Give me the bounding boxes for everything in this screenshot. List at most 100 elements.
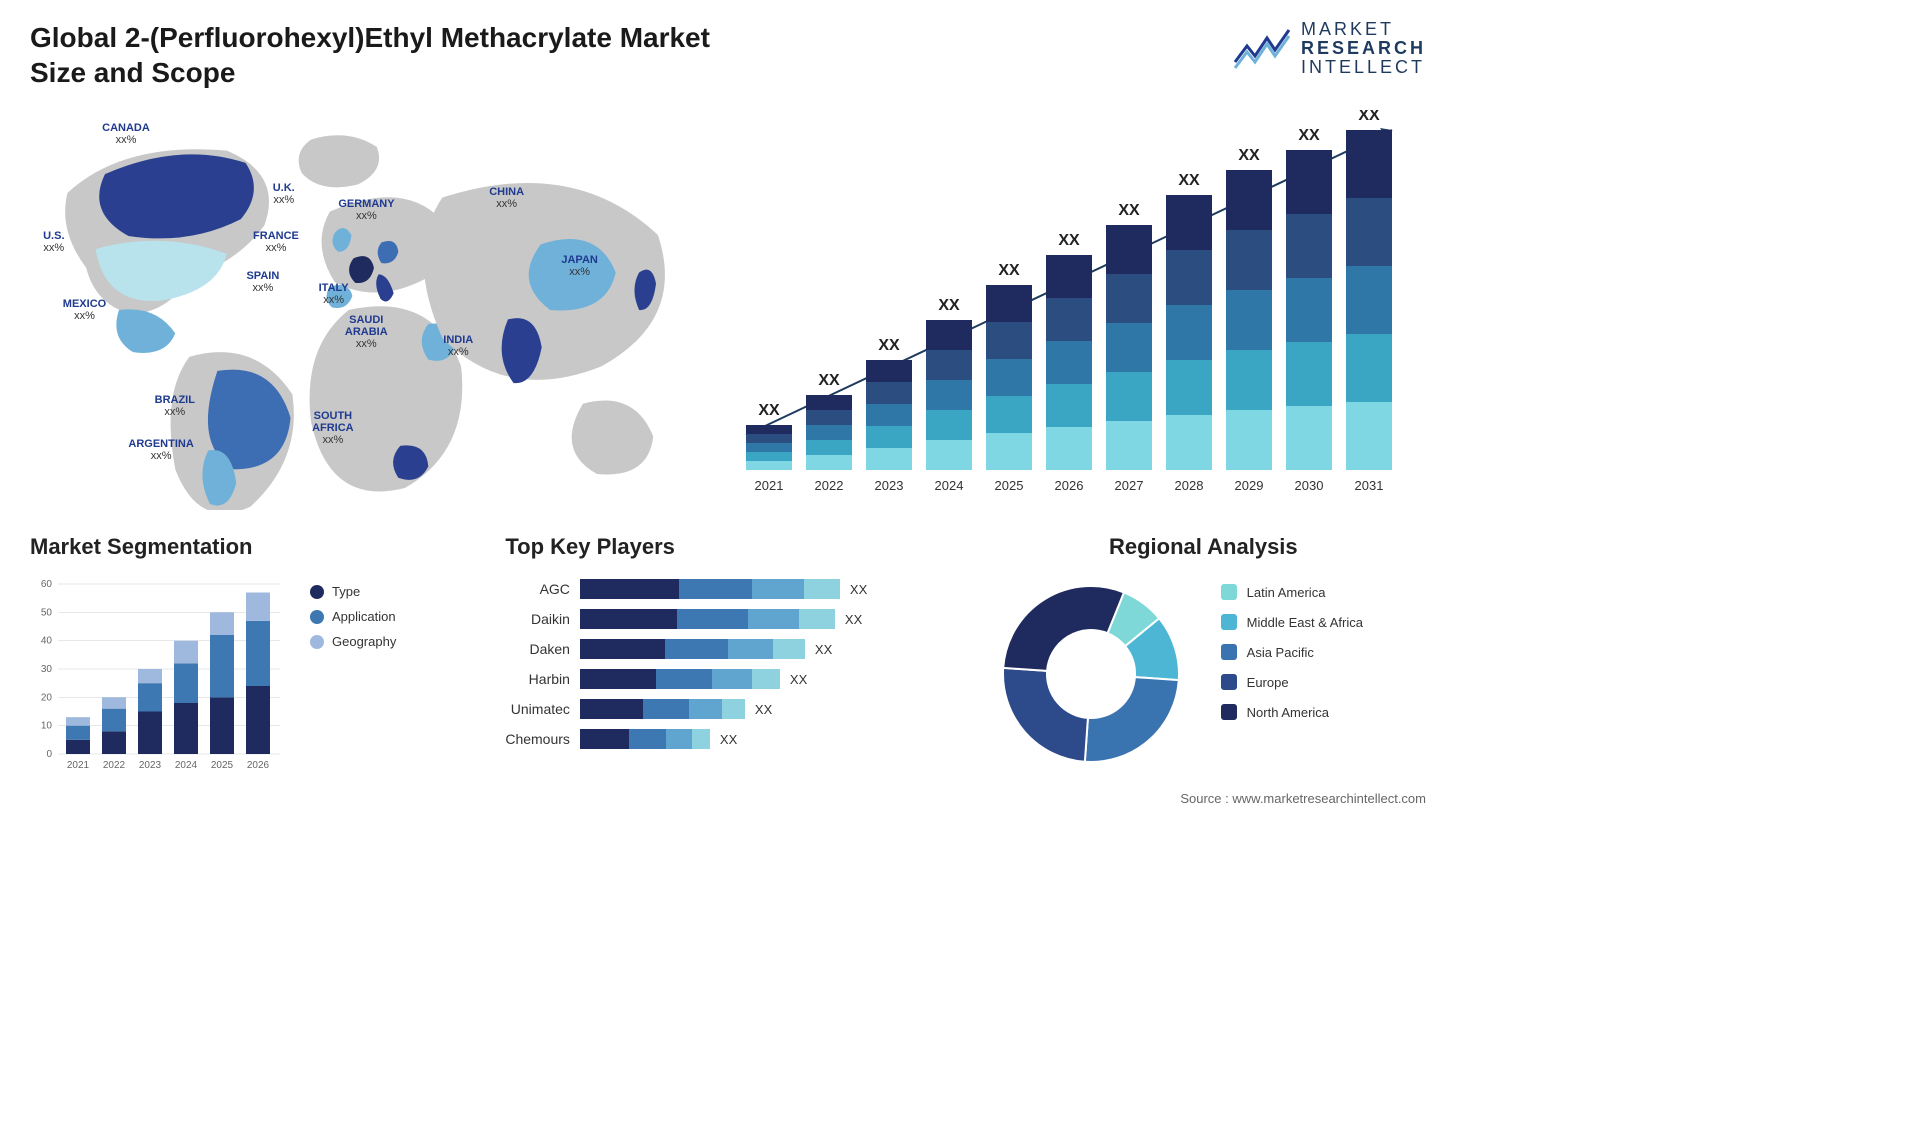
forecast-bar-chart: XX2021XX2022XX2023XX2024XX2025XX2026XX20… [726,110,1426,510]
player-value: XX [755,702,772,717]
svg-text:XX: XX [818,372,840,389]
top-players-panel: Top Key Players AGCDaikinDakenHarbinUnim… [505,534,950,774]
svg-text:2026: 2026 [1055,478,1084,493]
legend-item: Middle East & Africa [1221,614,1363,630]
segmentation-legend: Type Application Geography [310,574,396,774]
regional-legend: Latin America Middle East & Africa Asia Pa… [1221,574,1363,774]
player-value: XX [720,732,737,747]
player-bar-row: XX [580,724,951,754]
svg-text:2023: 2023 [139,760,162,771]
world-map: CANADAxx% U.S.xx% MEXICOxx% BRAZILxx% ARGENT… [30,110,686,510]
legend-item: Geography [310,634,396,649]
map-label: U.K.xx% [273,182,295,206]
svg-text:2022: 2022 [815,478,844,493]
legend-label: Type [332,584,360,599]
player-name: AGC [540,574,570,604]
svg-text:2025: 2025 [211,760,234,771]
logo-line3: INTELLECT [1301,58,1426,77]
regional-panel: Regional Analysis Latin America Middle Ea… [981,534,1426,774]
logo-icon [1233,26,1293,70]
legend-swatch [310,610,324,624]
svg-text:XX: XX [1178,172,1200,189]
legend-swatch [1221,674,1237,690]
player-bar-row: XX [580,694,951,724]
svg-text:2021: 2021 [755,478,784,493]
svg-text:XX: XX [878,337,900,354]
brand-logo: MARKET RESEARCH INTELLECT [1233,20,1426,77]
svg-text:2024: 2024 [935,478,964,493]
player-name: Daikin [531,604,570,634]
map-label: SPAINxx% [246,270,279,294]
legend-label: North America [1247,705,1329,720]
top-players-title: Top Key Players [505,534,950,560]
player-bar-row: XX [580,574,951,604]
svg-text:2031: 2031 [1355,478,1384,493]
regional-title: Regional Analysis [981,534,1426,560]
legend-label: Europe [1247,675,1289,690]
svg-text:2021: 2021 [67,760,90,771]
svg-text:XX: XX [1358,110,1380,124]
svg-text:0: 0 [46,749,52,760]
map-label: CANADAxx% [102,122,150,146]
svg-text:50: 50 [41,607,53,618]
player-name: Harbin [529,664,570,694]
svg-text:20: 20 [41,692,53,703]
svg-text:2022: 2022 [103,760,126,771]
legend-label: Asia Pacific [1247,645,1314,660]
svg-text:40: 40 [41,636,53,647]
map-label: CHINAxx% [489,186,524,210]
legend-label: Geography [332,634,396,649]
svg-text:2028: 2028 [1175,478,1204,493]
legend-swatch [1221,584,1237,600]
map-label: MEXICOxx% [63,298,106,322]
svg-text:2030: 2030 [1295,478,1324,493]
player-labels: AGCDaikinDakenHarbinUnimatecChemours [505,574,570,754]
page-title: Global 2-(Perfluorohexyl)Ethyl Methacryl… [30,20,750,90]
map-label: ITALYxx% [319,282,349,306]
player-value: XX [850,582,867,597]
player-value: XX [845,612,862,627]
forecast-svg: XX2021XX2022XX2023XX2024XX2025XX2026XX20… [726,110,1426,510]
player-name: Unimatec [511,694,570,724]
legend-item: Latin America [1221,584,1363,600]
legend-swatch [1221,614,1237,630]
map-label: SAUDIARABIAxx% [345,314,388,350]
legend-item: Asia Pacific [1221,644,1363,660]
svg-text:30: 30 [41,664,53,675]
segmentation-title: Market Segmentation [30,534,475,560]
legend-swatch [1221,644,1237,660]
player-bar-row: XX [580,664,951,694]
svg-text:XX: XX [1118,202,1140,219]
legend-swatch [310,585,324,599]
logo-line2: RESEARCH [1301,39,1426,58]
map-label: BRAZILxx% [155,394,195,418]
player-bars: XXXXXXXXXXXX [580,574,951,754]
svg-text:60: 60 [41,579,53,590]
svg-text:XX: XX [758,402,780,419]
legend-label: Application [332,609,396,624]
svg-text:2029: 2029 [1235,478,1264,493]
donut-svg [981,574,1201,774]
segmentation-panel: Market Segmentation 0 10 20 30 40 50 60 2021 202… [30,534,475,774]
svg-text:XX: XX [1238,147,1260,164]
svg-text:2027: 2027 [1115,478,1144,493]
player-bar-row: XX [580,634,951,664]
player-bar-row: XX [580,604,951,634]
svg-text:10: 10 [41,721,53,732]
legend-item: Europe [1221,674,1363,690]
player-name: Chemours [505,724,570,754]
map-label: INDIAxx% [443,334,473,358]
map-label: ARGENTINAxx% [128,438,193,462]
legend-swatch [310,635,324,649]
legend-label: Middle East & Africa [1247,615,1363,630]
svg-text:2024: 2024 [175,760,198,771]
legend-item: North America [1221,704,1363,720]
svg-text:XX: XX [1058,232,1080,249]
legend-item: Application [310,609,396,624]
map-label: U.S.xx% [43,230,64,254]
legend-label: Latin America [1247,585,1326,600]
map-label: GERMANYxx% [338,198,394,222]
map-label: FRANCExx% [253,230,299,254]
legend-swatch [1221,704,1237,720]
player-name: Daken [529,634,569,664]
